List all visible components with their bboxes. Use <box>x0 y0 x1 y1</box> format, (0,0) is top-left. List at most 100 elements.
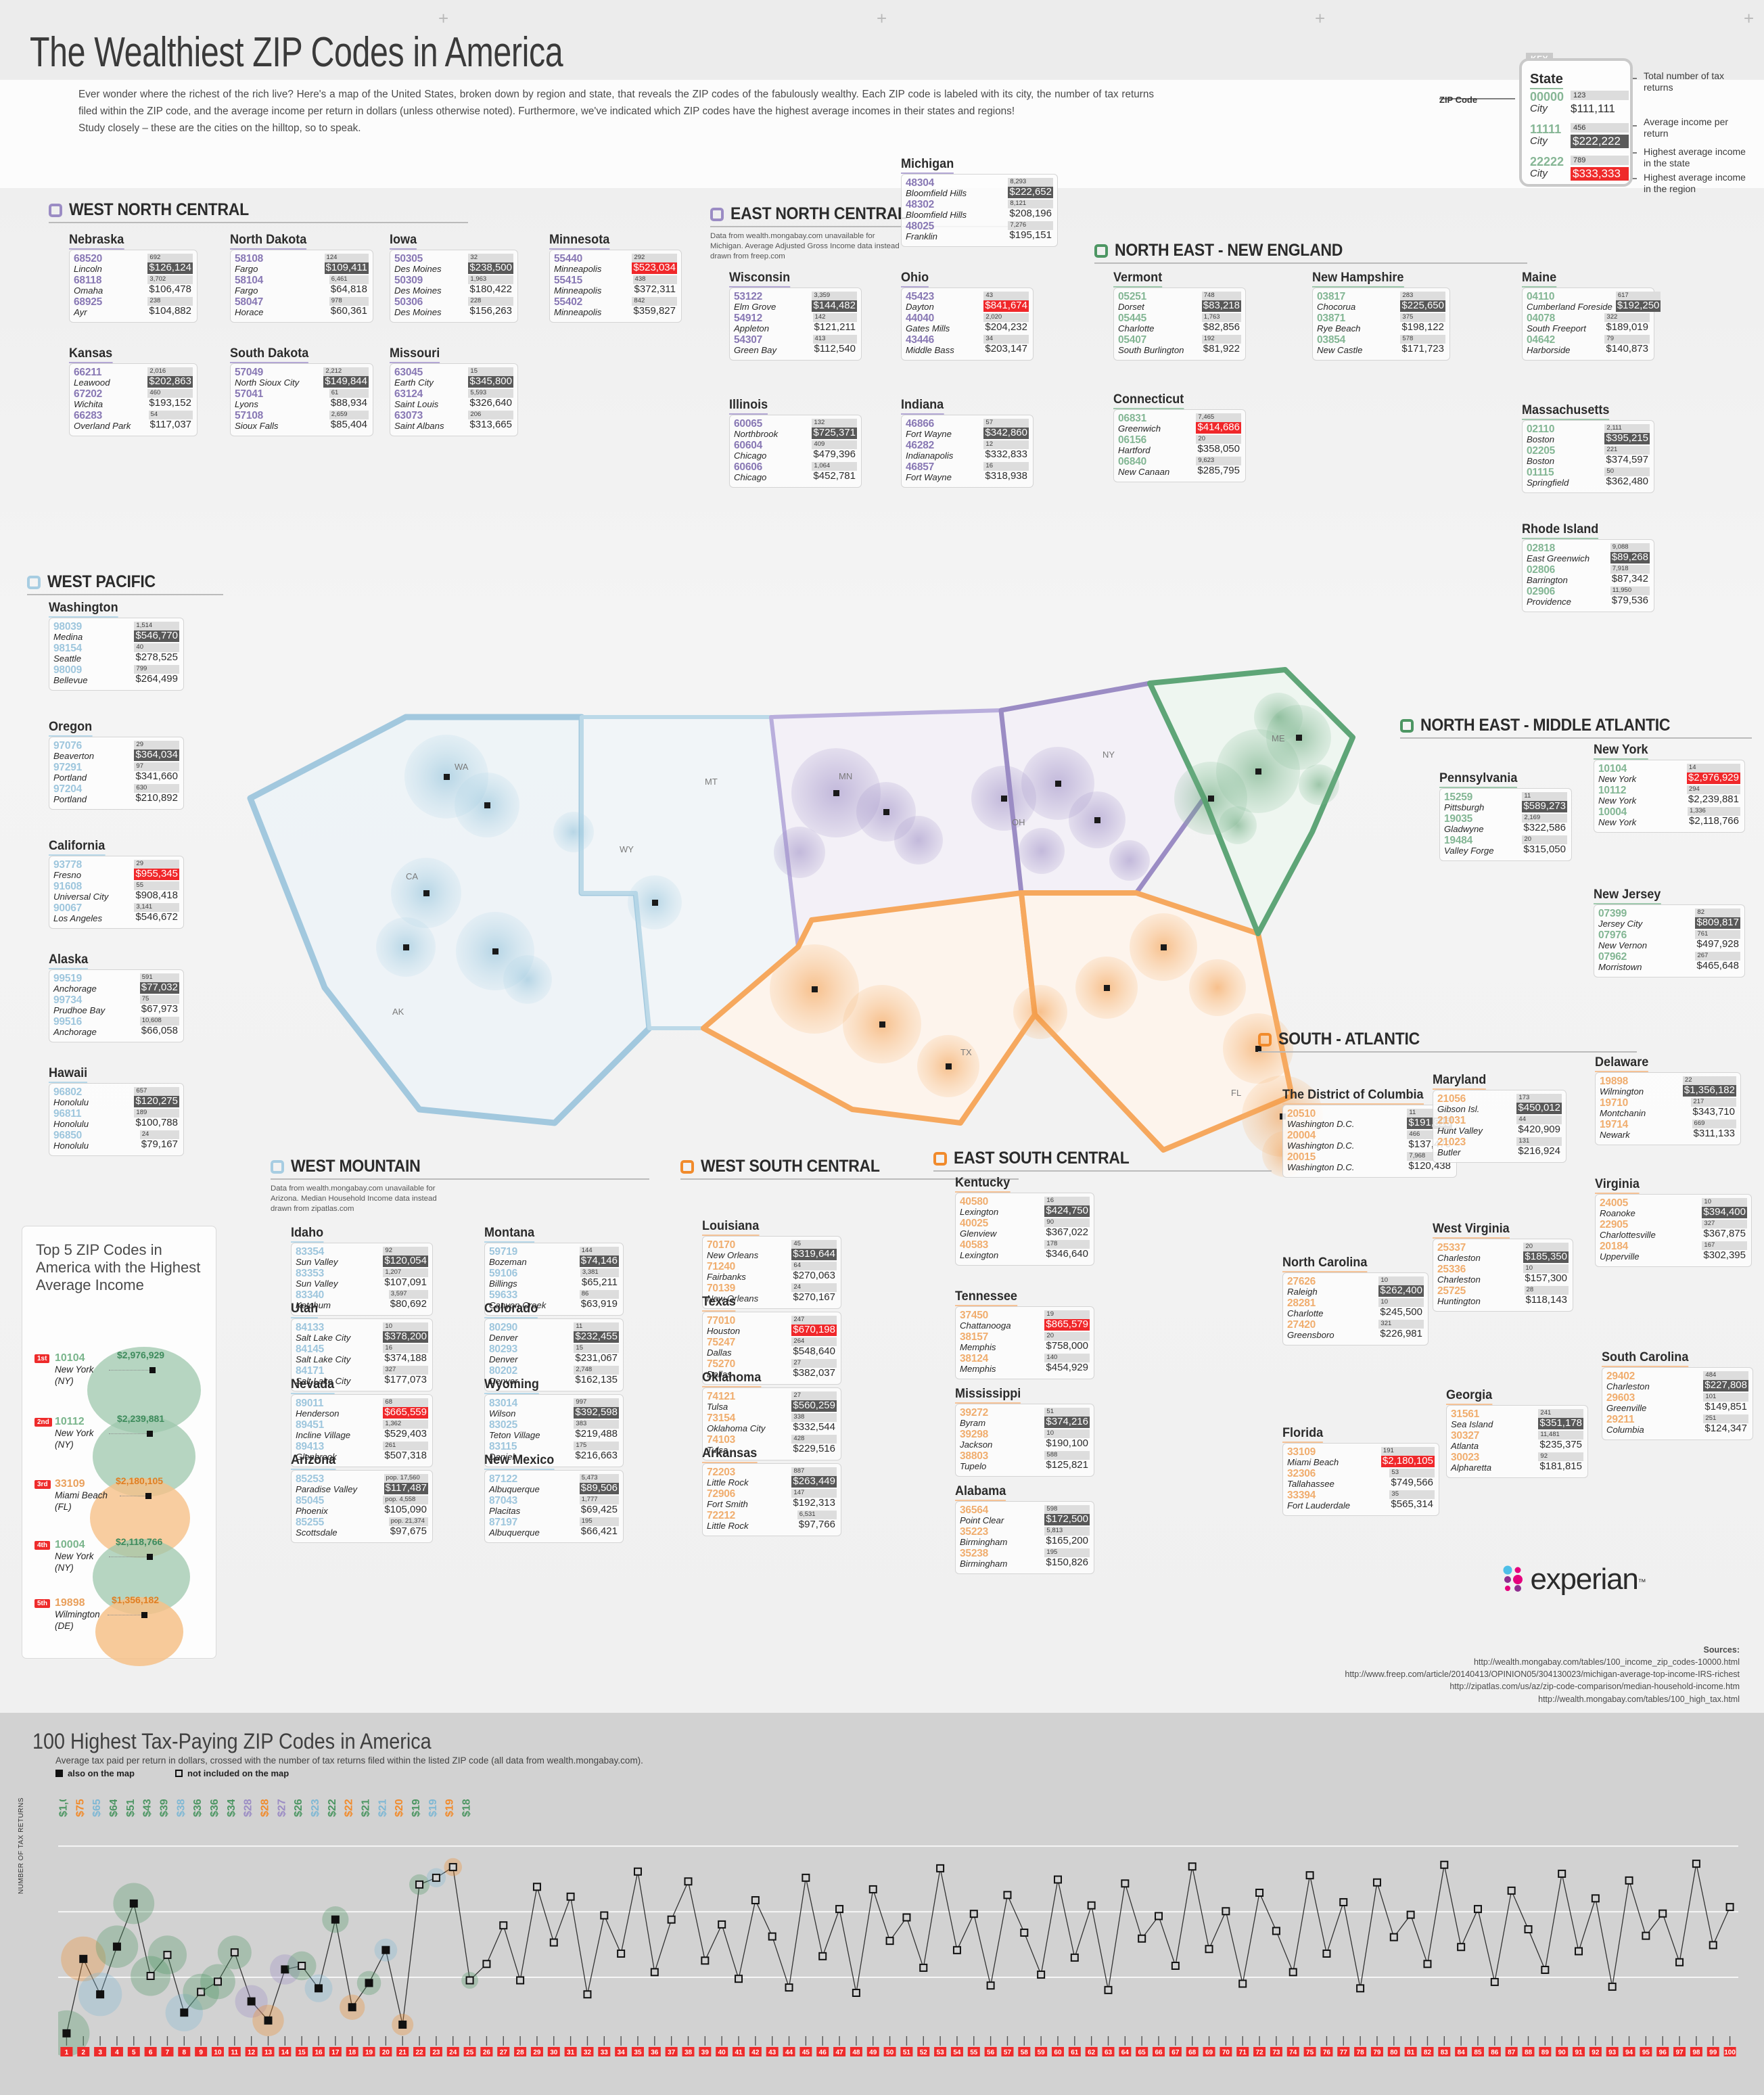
city-name: Fort Lauderdale <box>1287 1500 1351 1511</box>
state-name: Delaware <box>1595 1055 1649 1072</box>
avg-income: $83,218 <box>1201 299 1241 312</box>
zip-code: 83025 <box>489 1419 518 1431</box>
state-name: New Jersey <box>1594 888 1661 904</box>
region-square-icon <box>271 1159 284 1174</box>
zip-code: 33109 <box>55 1478 85 1490</box>
state-name: Montana <box>484 1226 535 1243</box>
state-name: South Dakota <box>230 346 309 363</box>
state-name: Connecticut <box>1113 392 1184 409</box>
svg-text:$266,050: $266,050 <box>293 1799 304 1817</box>
zip-row: 57049 North Sioux City 2,212 $149,844 <box>235 367 369 388</box>
zip-row: 27626 Raleigh 10 $262,400 <box>1287 1276 1424 1297</box>
tax-returns: 195 <box>1044 1548 1090 1557</box>
svg-text:68: 68 <box>1188 2049 1197 2056</box>
zip-list: 20510 Washington D.C. 11 $191,818 20004 Wash… <box>1282 1105 1457 1178</box>
avg-income: $171,723 <box>1401 342 1444 354</box>
tax-returns: 8,121 <box>1008 199 1053 208</box>
city-name: Seattle <box>53 653 82 664</box>
zip-row: 25336 Charleston 10 $157,300 <box>1437 1264 1569 1285</box>
tax-returns: 2,020 <box>983 313 1029 322</box>
tax-returns: 2,212 <box>323 367 369 376</box>
value-marker <box>149 1367 156 1373</box>
zip-code: 03817 <box>1317 291 1346 302</box>
zip-list: 27626 Raleigh 10 $262,400 28281 Charlotte 10 $… <box>1282 1272 1429 1345</box>
svg-text:ME: ME <box>1272 733 1285 743</box>
zip-row: 59633 Canyon Creek 86 $63,919 <box>489 1289 619 1311</box>
zip-code: 63045 <box>394 367 423 378</box>
state-card-colorado: Colorado 80290 Denver 11 $232,455 80293 Denv… <box>484 1302 624 1391</box>
zip-row: 72212 Little Rock 6,531 $97,766 <box>707 1510 837 1532</box>
avg-income: $367,022 <box>1046 1226 1088 1238</box>
zip-code: 55402 <box>554 296 583 308</box>
avg-income: $156,263 <box>469 304 512 317</box>
city-name: Minneapolis <box>554 285 602 296</box>
svg-text:8: 8 <box>183 2049 187 2056</box>
zip-code: 99516 <box>53 1015 83 1028</box>
state-card-texas: Texas 77010 Houston 247 $670,198 75247 Dalla… <box>702 1295 841 1385</box>
zip-code: 83340 <box>296 1289 325 1301</box>
state-name: Kentucky <box>955 1176 1011 1193</box>
tax-returns: 748 <box>1201 292 1241 300</box>
city-name: Hartford <box>1118 445 1151 456</box>
avg-income: $231,067 <box>575 1352 618 1364</box>
svg-text:22: 22 <box>415 2049 423 2056</box>
avg-income: $372,311 <box>634 283 676 295</box>
state-name: Pennsylvania <box>1439 771 1518 788</box>
zip-code: 05407 <box>1118 333 1147 346</box>
state-card-new-york: New York 10104 New York 14 $2,976,929 10112… <box>1594 743 1745 833</box>
avg-income: $2,180,105 <box>116 1475 164 1486</box>
zip-code: 93778 <box>53 859 83 871</box>
avg-income: $345,800 <box>468 375 513 388</box>
avg-income: $124,347 <box>1704 1422 1747 1434</box>
region-title: NORTH EAST - MIDDLE ATLANTIC <box>1420 716 1671 735</box>
zip-list: 87122 Albuquerque 5,473 $89,506 87043 Placit… <box>484 1470 624 1543</box>
city-name: Chicago <box>734 451 767 461</box>
zip-list: 70170 New Orleans 45 $319,644 71240 Fairbank… <box>702 1236 841 1309</box>
avg-income: $2,180,105 <box>1380 1454 1435 1467</box>
city-name: Honolulu <box>53 1141 89 1151</box>
svg-text:35: 35 <box>634 2049 642 2056</box>
state-card-florida: Florida 33109 Miami Beach 191 $2,180,105 32… <box>1282 1426 1439 1516</box>
zip-code: 38803 <box>960 1450 989 1462</box>
zip-row: 19710 Montchanin 217 $343,710 <box>1600 1097 1736 1119</box>
svg-text:9: 9 <box>199 2049 203 2056</box>
svg-text:37: 37 <box>668 2049 676 2056</box>
state-card-oregon: Oregon 97076 Beaverton 29 $364,034 97291 Por… <box>49 720 184 810</box>
region-rule <box>1094 262 1527 264</box>
zip-code: 97204 <box>53 783 83 795</box>
zip-code: 02818 <box>1527 543 1556 554</box>
svg-text:OH: OH <box>1012 817 1025 827</box>
key-returns: 789 <box>1571 156 1629 165</box>
zip-row: 57041 Lyons 61 $88,934 <box>235 388 369 410</box>
tax-returns: 842 <box>632 296 677 306</box>
region-title: WEST PACIFIC <box>47 572 156 591</box>
tax-returns: 413 <box>812 334 857 344</box>
region-header: SOUTH - ATLANTIC <box>1258 1030 1637 1049</box>
city-name: Paradise Valley <box>296 1484 358 1495</box>
zip-row: 80290 Denver 11 $232,455 <box>489 1322 619 1343</box>
tax-returns: 978 <box>329 296 369 306</box>
city-name: Washington D.C. <box>1287 1119 1355 1130</box>
svg-text:17: 17 <box>331 2049 340 2056</box>
tax-returns: 9,088 <box>1610 543 1650 552</box>
zip-code: 70170 <box>707 1239 736 1251</box>
city-name: Fort Wayne <box>906 429 952 440</box>
avg-income: $74,146 <box>579 1254 619 1267</box>
zip-row: 97204 Portland 630 $210,892 <box>53 783 179 805</box>
avg-income: $346,640 <box>1046 1247 1088 1260</box>
zip-code: 63124 <box>394 388 423 400</box>
city-name: Butler <box>1437 1147 1461 1158</box>
city-name: Des Moines <box>394 285 442 296</box>
city-name: Miami Beach <box>55 1490 108 1500</box>
state-name: Hawaii <box>49 1066 88 1083</box>
avg-income: $157,300 <box>1525 1272 1567 1284</box>
city-name: Tallahassee <box>1287 1479 1334 1490</box>
avg-income: $193,152 <box>149 396 191 409</box>
avg-income: $454,929 <box>1046 1361 1088 1373</box>
region-title: EAST SOUTH CENTRAL <box>954 1149 1130 1168</box>
city-name: Fresno <box>53 870 82 881</box>
state-name: Arizona <box>291 1453 336 1470</box>
tax-returns: 409 <box>812 440 857 449</box>
zip-list: 98039 Medina 1,514 $546,770 98154 Seattle 40 $… <box>49 618 184 691</box>
zip-code: 83014 <box>489 1398 518 1409</box>
